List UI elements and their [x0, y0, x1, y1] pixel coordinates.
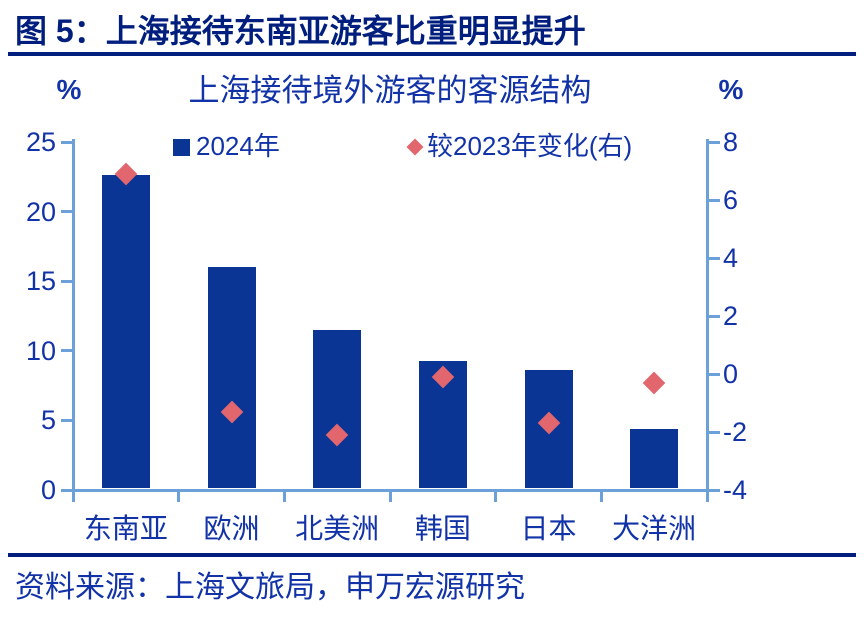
right-axis-tick	[708, 140, 720, 144]
right-axis-tick	[708, 488, 720, 492]
figure-title: 图 5：上海接待东南亚游客比重明显提升	[15, 13, 586, 49]
right-axis-line	[705, 139, 709, 490]
bar-东南亚	[101, 175, 150, 488]
bar-series-swatch-icon	[173, 139, 190, 156]
right-axis-tick-label: -2	[723, 417, 748, 447]
right-axis-tick-label: -4	[723, 475, 748, 505]
plot-area	[60, 139, 720, 502]
chart-title: 上海接待境外游客的客源结构	[188, 73, 592, 108]
legend-item-change: 较2023年变化(右)	[406, 128, 632, 164]
right-axis-tick-label: 4	[723, 243, 739, 273]
change-marker-大洋洲	[642, 371, 666, 395]
right-axis-tick-label: 6	[723, 185, 739, 215]
left-axis-tick	[60, 279, 72, 283]
legend-label-bars: 2024年	[196, 131, 280, 161]
left-axis-tick	[60, 140, 72, 144]
figure-divider	[8, 553, 856, 557]
right-axis-tick	[708, 198, 720, 202]
right-axis-tick	[708, 430, 720, 434]
legend-label-change: 较2023年变化(右)	[427, 131, 633, 161]
source-note: 资料来源：上海文旅局，申万宏源研究	[15, 571, 525, 604]
left-axis-tick	[60, 349, 72, 353]
left-axis-tick-label: 5	[40, 405, 56, 436]
left-axis-tick-label: 10	[25, 335, 56, 366]
left-axis-tick	[60, 418, 72, 422]
right-axis-tick	[708, 372, 720, 376]
bar-大洋洲	[630, 428, 679, 488]
left-axis-tick	[60, 210, 72, 214]
category-label-东南亚: 东南亚	[83, 513, 168, 544]
bottom-axis-tick	[388, 491, 392, 502]
left-axis-tick-label: 15	[25, 266, 56, 297]
category-label-北美洲: 北美洲	[295, 513, 380, 544]
bottom-axis-tick	[282, 491, 286, 502]
title-underline	[8, 52, 856, 56]
left-axis-line	[71, 139, 75, 490]
bottom-axis-tick	[599, 491, 603, 502]
left-axis-tick-label: 0	[40, 475, 56, 505]
left-axis-unit-label: %	[56, 74, 82, 105]
category-label-大洋洲: 大洋洲	[612, 513, 697, 544]
category-label-韩国: 韩国	[414, 513, 471, 544]
right-axis-tick-label: 0	[723, 359, 739, 389]
right-axis-tick-label: 8	[723, 127, 739, 157]
left-axis-tick-label: 25	[25, 127, 56, 157]
category-label-日本: 日本	[520, 513, 577, 544]
right-axis-tick-label: 2	[723, 301, 739, 331]
bar-欧洲	[207, 267, 256, 488]
right-axis-tick	[708, 314, 720, 318]
left-axis-tick	[60, 488, 72, 492]
category-label-欧洲: 欧洲	[203, 513, 260, 544]
bottom-axis-tick	[494, 491, 498, 502]
left-axis-tick-label: 20	[25, 196, 56, 227]
bar-北美洲	[313, 329, 362, 488]
right-axis-tick	[708, 256, 720, 260]
legend-item-bars: 2024年	[173, 128, 280, 164]
bottom-axis-line	[71, 488, 709, 492]
bottom-axis-tick	[71, 491, 75, 502]
right-axis-unit-label: %	[718, 74, 744, 105]
bottom-axis-tick	[177, 491, 181, 502]
bottom-axis-tick	[705, 491, 709, 502]
